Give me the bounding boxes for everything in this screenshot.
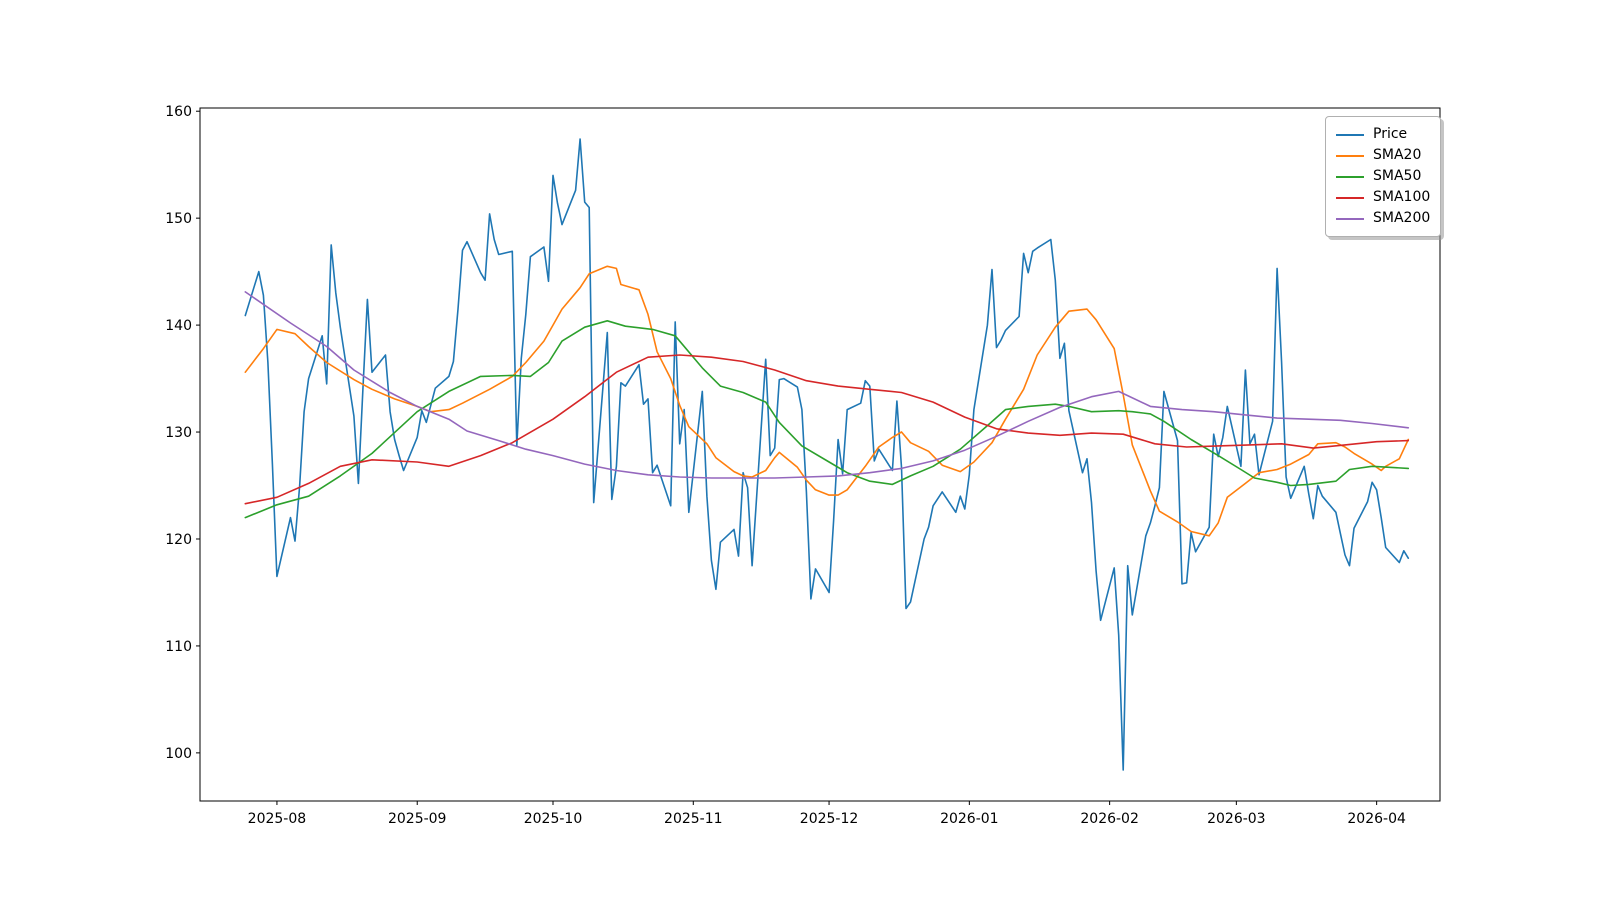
- price-line: [244, 138, 1410, 771]
- legend-label: SMA50: [1373, 168, 1422, 184]
- legend-entry-sma50: SMA50: [1336, 166, 1430, 187]
- sma20-line: [244, 265, 1410, 537]
- legend-line-sample: [1336, 154, 1364, 157]
- x-tick-label: 2026-04: [1347, 811, 1406, 827]
- legend-entry-sma20: SMA20: [1336, 145, 1430, 166]
- x-tick-label: 2026-03: [1207, 811, 1266, 827]
- x-tick-label: 2026-02: [1080, 811, 1139, 827]
- x-tick-label: 2026-01: [940, 811, 999, 827]
- y-tick-label: 150: [165, 211, 192, 227]
- legend-entry-price: Price: [1336, 124, 1430, 145]
- plot-border: [199, 107, 1441, 802]
- legend: Price SMA20 SMA50 SMA100 SMA200: [1325, 116, 1442, 237]
- x-tick-label: 2025-08: [248, 811, 307, 827]
- x-tick-label: 2025-10: [524, 811, 583, 827]
- x-tick-label: 2025-09: [388, 811, 447, 827]
- legend-line-sample: [1336, 196, 1364, 199]
- y-tick-label: 120: [165, 532, 192, 548]
- x-tick-label: 2025-11: [664, 811, 723, 827]
- x-tick-label: 2025-12: [800, 811, 859, 827]
- legend-label: SMA200: [1373, 210, 1431, 226]
- legend-label: SMA20: [1373, 147, 1422, 163]
- legend-line-sample: [1336, 133, 1364, 136]
- y-tick-label: 100: [165, 746, 192, 762]
- y-tick-label: 110: [165, 639, 192, 655]
- sma200-line: [244, 291, 1410, 479]
- sma100-line: [244, 354, 1410, 505]
- legend-entry-sma200: SMA200: [1336, 208, 1430, 229]
- y-tick-label: 130: [165, 425, 192, 441]
- y-tick-label: 160: [165, 104, 192, 120]
- sma50-line: [244, 319, 1410, 519]
- legend-label: Price: [1373, 126, 1408, 142]
- y-tick-label: 140: [165, 318, 192, 334]
- legend-label: SMA100: [1373, 189, 1431, 205]
- legend-line-sample: [1336, 175, 1364, 178]
- legend-line-sample: [1336, 217, 1364, 220]
- legend-entry-sma100: SMA100: [1336, 187, 1430, 208]
